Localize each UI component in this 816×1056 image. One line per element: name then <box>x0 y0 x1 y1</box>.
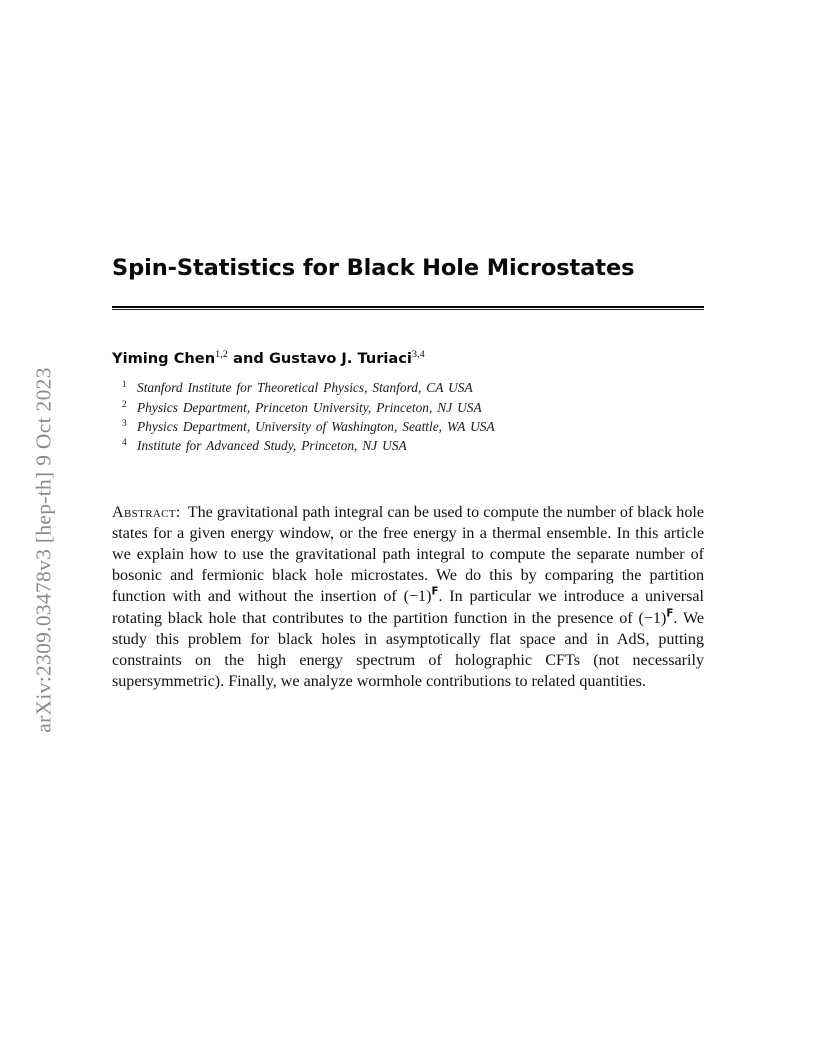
abstract-text-part-2: . In particular we introduce a universal… <box>112 588 704 627</box>
abstract-text-part-3: . We study this problem for black holes … <box>112 609 704 691</box>
affiliation-text: Institute for Advanced Study, Princeton,… <box>137 438 407 454</box>
author-conjunction: and <box>228 350 269 368</box>
paper-content-column: Spin-Statistics for Black Hole Microstat… <box>112 0 704 692</box>
affiliation-list: 1 Stanford Institute for Theoretical Phys… <box>112 377 704 454</box>
affiliation-marker: 4 <box>122 438 127 449</box>
affiliation-text: Physics Department, Princeton University… <box>137 399 482 415</box>
abstract-text-part-1: The gravitational path integral can be u… <box>112 503 704 606</box>
affiliation-item: 4 Institute for Advanced Study, Princeton… <box>122 435 704 454</box>
author-line: Yiming Chen1,2 and Gustavo J. Turiaci3,4 <box>112 350 704 368</box>
author-name-first: Yiming Chen <box>112 350 216 368</box>
author-affil-marks-first: 1,2 <box>215 349 229 361</box>
affiliation-marker: 1 <box>122 380 127 391</box>
page-title: Spin-Statistics for Black Hole Microstat… <box>112 255 635 281</box>
affiliation-item: 2 Physics Department, Princeton Universit… <box>122 397 704 416</box>
arxiv-identifier-stamp: arXiv:2309.03478v3 [hep-th] 9 Oct 2023 <box>31 367 56 733</box>
author-name-second: Gustavo J. Turiaci <box>268 350 412 368</box>
abstract-block: Abstract: The gravitational path integral… <box>112 502 704 693</box>
abstract-label: Abstract: <box>112 503 181 521</box>
author-affil-marks-second: 3,4 <box>411 349 425 361</box>
affiliation-text: Physics Department, University of Washin… <box>137 419 495 435</box>
affiliation-text: Stanford Institute for Theoretical Physi… <box>137 380 473 396</box>
affiliation-marker: 3 <box>122 419 127 430</box>
affiliation-item: 1 Stanford Institute for Theoretical Phys… <box>122 377 704 396</box>
affiliation-marker: 2 <box>122 399 127 410</box>
fermion-number-superscript: F <box>431 586 439 599</box>
affiliation-item: 3 Physics Department, University of Washi… <box>122 416 704 435</box>
fermion-number-superscript: F <box>666 607 674 620</box>
title-divider-rule <box>112 306 704 311</box>
